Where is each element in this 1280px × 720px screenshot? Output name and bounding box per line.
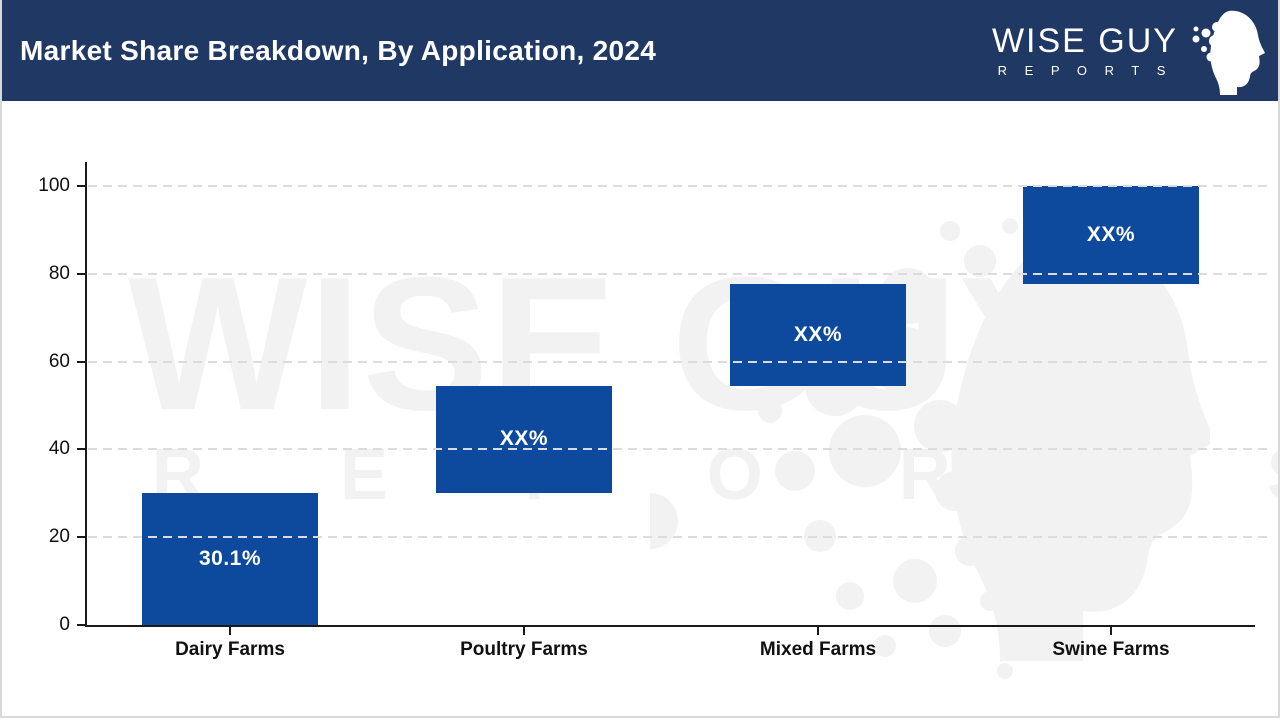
- bar-value-label: XX%: [499, 427, 549, 451]
- bar-value-label: 30.1%: [198, 546, 262, 570]
- y-axis-tick-label: 20: [48, 526, 70, 548]
- brand-logo-text: WISE GUY R E P O R T S: [992, 24, 1178, 78]
- bar-value-label: XX%: [1086, 222, 1136, 246]
- bar-value-label: XX%: [793, 322, 843, 346]
- brand-name: WISE GUY: [991, 21, 1178, 60]
- x-axis-tick: [817, 627, 819, 635]
- x-axis-category-label: Swine Farms: [1052, 639, 1170, 660]
- y-gridline: [88, 185, 1272, 187]
- brand-tagline: R E P O R T S: [997, 62, 1173, 78]
- y-axis-tick-label: 40: [48, 438, 70, 460]
- y-gridline: [88, 536, 1272, 539]
- y-axis-tick-label: 60: [48, 350, 70, 372]
- y-axis-tick: [77, 360, 86, 363]
- brand-head-icon: [1192, 10, 1265, 95]
- y-axis-tick-label: 80: [48, 262, 70, 284]
- x-axis-tick: [523, 627, 525, 635]
- watermark-head-graphic: [650, 218, 1210, 679]
- y-axis-tick: [77, 536, 86, 539]
- y-axis-tick-label: 0: [59, 614, 70, 635]
- page-title: Market Share Breakdown, By Application, …: [20, 34, 657, 66]
- chart-area: WISE GUY R E P O R T S 0 20 40 60 80 100 30.1%…: [0, 101, 1280, 720]
- x-axis-tick: [1110, 627, 1112, 635]
- bar-segment: XX%: [1023, 186, 1199, 284]
- bar-segment: XX%: [730, 283, 906, 386]
- header-bar: Market Share Breakdown, By Application, …: [0, 0, 1280, 101]
- y-axis-line: [85, 162, 87, 627]
- x-axis-category-label: Poultry Farms: [460, 639, 588, 660]
- x-axis-tick: [229, 627, 231, 635]
- bar-segment: 30.1%: [142, 492, 318, 625]
- y-gridline: [88, 272, 1272, 275]
- x-axis-line: [85, 625, 1255, 627]
- y-axis-tick: [77, 448, 86, 451]
- y-axis-tick-label: 100: [38, 175, 70, 196]
- brand-logo: WISE GUY R E P O R T S: [992, 5, 1266, 97]
- x-axis-category-label: Dairy Farms: [175, 639, 285, 660]
- y-gridline: [88, 360, 1272, 363]
- y-gridline: [88, 448, 1272, 451]
- y-axis-tick: [77, 624, 86, 626]
- bar-segment: XX%: [436, 385, 612, 493]
- y-axis-tick: [77, 272, 86, 275]
- x-axis-category-label: Mixed Farms: [759, 639, 877, 660]
- y-axis-tick: [77, 185, 86, 187]
